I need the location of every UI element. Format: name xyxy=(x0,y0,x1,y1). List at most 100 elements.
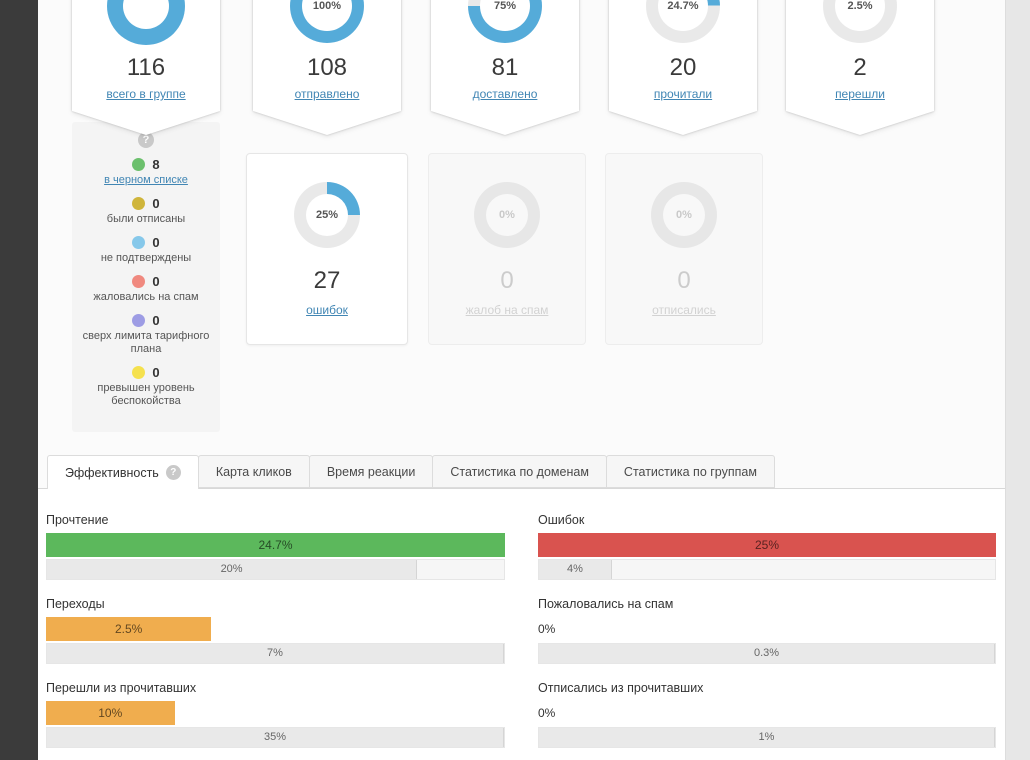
tab-label: Карта кликов xyxy=(215,464,292,479)
stat-card-sent: 100% 108 отправлено xyxy=(253,0,401,135)
tab-domain-stats[interactable]: Статистика по доменам xyxy=(432,455,607,488)
value-bar-orange: 2.5% xyxy=(46,617,212,641)
metric-label: Ошибок xyxy=(538,513,585,527)
tab-label: Статистика по доменам xyxy=(450,464,589,479)
legend-dot-green xyxy=(132,158,146,171)
legend-item-unconfirmed: 0 не подтверждены xyxy=(72,235,220,265)
stat-value: 108 xyxy=(306,54,348,81)
metric-error-rate: Ошибок 25% 4% xyxy=(538,513,996,580)
legend-label: сверх лимита тарифного плана xyxy=(82,330,210,355)
average-bar-track: 1% xyxy=(538,727,996,748)
tab-label: Эффективность xyxy=(65,465,159,480)
stat-value: 27 xyxy=(313,267,341,294)
stat-value: 116 xyxy=(126,54,166,81)
metric-spam-complaint-rate: Пожаловались на спам 0% 0.3% xyxy=(538,597,996,664)
legend-item-over-limit: 0 сверх лимита тарифного плана xyxy=(72,313,220,356)
average-bar-fill: 20% xyxy=(47,560,418,579)
tab-group-stats[interactable]: Статистика по группам xyxy=(605,455,775,488)
metric-read-rate: Прочтение 24.7% 20% xyxy=(46,513,505,580)
metric-label: Пожаловались на спам xyxy=(538,597,674,611)
average-bar-track: 20% xyxy=(46,559,505,580)
effectiveness-right-column: Ошибок 25% 4% Пожаловались на спам 0% 0.… xyxy=(538,513,996,760)
tab-label: Статистика по группам xyxy=(623,464,757,479)
stat-card-shield: 75% 81 доставлено xyxy=(431,0,579,135)
average-bar-fill: 7% xyxy=(47,644,504,663)
average-bar-fill: 0.3% xyxy=(539,644,995,663)
average-bar-fill: 4% xyxy=(539,560,612,579)
stat-card-shield: 116 всего в группе xyxy=(72,0,220,135)
legend-label: превышен уровень беспокойства xyxy=(97,382,195,407)
donut-percent-label: 2.5% xyxy=(847,0,873,12)
stat-card-total: 116 всего в группе xyxy=(72,0,220,135)
help-icon[interactable]: ? xyxy=(165,465,181,480)
legend-value: 0 xyxy=(152,196,160,211)
campaign-stats-page: 116 всего в группе 100% 108 отправлено 7… xyxy=(38,0,1005,760)
stat-card-shield: 2.5% 2 перешли xyxy=(786,0,934,135)
tab-click-map[interactable]: Карта кликов xyxy=(197,455,310,488)
average-bar-track: 0.3% xyxy=(538,643,996,664)
legend-dot-salmon xyxy=(132,275,146,288)
average-bar-fill: 35% xyxy=(47,728,504,747)
average-bar-track: 7% xyxy=(46,643,505,664)
donut-read: 24.7% xyxy=(646,0,720,43)
stat-card-delivered: 75% 81 доставлено xyxy=(431,0,579,135)
metric-label: Перешли из прочитавших xyxy=(46,681,197,695)
stat-link-sent[interactable]: отправлено xyxy=(294,87,360,101)
stat-link-clicked[interactable]: перешли xyxy=(835,87,885,101)
stat-value: 81 xyxy=(491,54,519,81)
legend-item-blacklist: 8 в черном списке xyxy=(72,157,220,187)
tab-label: Время реакции xyxy=(326,464,416,479)
legend-label: были отписаны xyxy=(106,213,186,225)
stat-link-delivered[interactable]: доставлено xyxy=(472,87,538,101)
donut-percent-label: 75% xyxy=(493,0,517,12)
tab-effectiveness[interactable]: Эффективность ? xyxy=(47,455,199,489)
donut-unsubscribed: 0% xyxy=(651,182,717,248)
stat-link-errors[interactable]: ошибок xyxy=(306,303,348,317)
donut-percent-label: 25% xyxy=(315,209,339,221)
stats-tabs: Эффективность ? Карта кликов Время реакц… xyxy=(47,455,775,489)
stat-link-unsubscribed[interactable]: отписались xyxy=(652,303,716,317)
legend-value: 8 xyxy=(152,157,160,172)
tab-reaction-time[interactable]: Время реакции xyxy=(308,455,434,488)
legend-label: жаловались на спам xyxy=(93,291,199,303)
metric-click-to-open: Перешли из прочитавших 10% 35% xyxy=(46,681,505,748)
stat-card-spam-complaints: 0% 0 жалоб на спам xyxy=(428,153,586,345)
legend-dot-olive xyxy=(132,197,146,210)
stat-value: 0 xyxy=(677,267,691,294)
stat-link-spam-complaints[interactable]: жалоб на спам xyxy=(465,303,549,317)
legend-value: 0 xyxy=(152,235,160,250)
legend-item-anxiety-level: 0 превышен уровень беспокойства xyxy=(72,365,220,408)
value-bar-zero: 0% xyxy=(538,706,556,720)
donut-errors: 25% xyxy=(294,182,360,248)
legend-dot-purple xyxy=(132,314,146,327)
value-bar-red: 25% xyxy=(538,533,996,557)
help-icon[interactable]: ? xyxy=(138,132,154,148)
metric-label: Отписались из прочитавших xyxy=(538,681,704,695)
legend-value: 0 xyxy=(152,365,160,380)
legend-link-blacklist[interactable]: в черном списке xyxy=(104,174,188,186)
stat-value: 0 xyxy=(500,267,514,294)
stat-link-total-in-group[interactable]: всего в группе xyxy=(106,87,186,101)
donut-spam-complaints: 0% xyxy=(474,182,540,248)
donut-percent-label: 0% xyxy=(676,209,692,221)
average-bar-fill: 1% xyxy=(539,728,995,747)
stat-link-read[interactable]: прочитали xyxy=(653,87,713,101)
stat-value: 2 xyxy=(853,54,867,81)
metric-label: Переходы xyxy=(46,597,105,611)
value-bar-orange: 10% xyxy=(46,701,175,725)
legend-value: 0 xyxy=(152,274,160,289)
scrollbar-gutter[interactable] xyxy=(1005,0,1030,760)
stat-card-shield: 24.7% 20 прочитали xyxy=(609,0,757,135)
donut-percent-label: 100% xyxy=(312,0,342,12)
donut-delivered: 75% xyxy=(468,0,542,43)
legend-item-spam-complaint: 0 жаловались на спам xyxy=(72,274,220,304)
metric-click-rate: Переходы 2.5% 7% xyxy=(46,597,505,664)
legend-item-unsubscribed: 0 были отписаны xyxy=(72,196,220,226)
donut-total xyxy=(107,0,185,45)
legend-value: 0 xyxy=(152,313,160,328)
stat-card-unsubscribed: 0% 0 отписались xyxy=(605,153,763,345)
legend-dot-lightblue xyxy=(132,236,146,249)
donut-percent-label: 0% xyxy=(499,209,515,221)
donut-percent-label: 24.7% xyxy=(667,0,699,12)
metric-label: Прочтение xyxy=(46,513,109,527)
